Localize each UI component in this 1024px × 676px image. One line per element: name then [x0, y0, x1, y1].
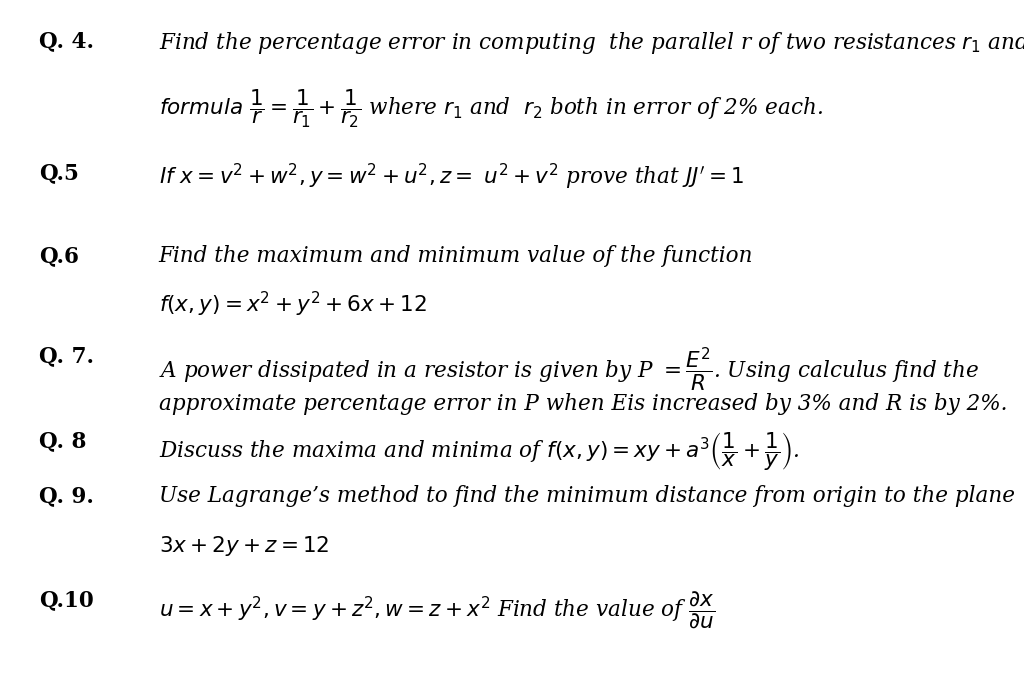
- Text: Discuss the maxima and minima of $f(x, y) = xy + a^3 \left(\dfrac{1}{x}+\dfrac{1: Discuss the maxima and minima of $f(x, y…: [159, 431, 800, 473]
- Text: approximate percentage error in P when Eis increased by 3% and R is by 2%.: approximate percentage error in P when E…: [159, 393, 1008, 416]
- Text: Q. 9.: Q. 9.: [39, 485, 94, 508]
- Text: $3x + 2y + z = 12$: $3x + 2y + z = 12$: [159, 534, 330, 558]
- Text: Q.5: Q.5: [39, 162, 79, 185]
- Text: $u = x + y^2, v = y + z^2, w = z + x^2$ Find the value of $\dfrac{\partial x}{\p: $u = x + y^2, v = y + z^2, w = z + x^2$ …: [159, 589, 715, 631]
- Text: Q.10: Q.10: [39, 589, 93, 612]
- Text: Q.6: Q.6: [39, 245, 79, 267]
- Text: Find the percentage error in computing  the parallel r of two resistances $r_1$ : Find the percentage error in computing t…: [159, 30, 1024, 56]
- Text: Q. 8: Q. 8: [39, 431, 86, 453]
- Text: Q. 4.: Q. 4.: [39, 30, 94, 53]
- Text: $\mathit{If}\ x = v^2 + w^2 , y = w^2 + u^2 , z =\ u^2 + v^2$ prove that $JJ' = : $\mathit{If}\ x = v^2 + w^2 , y = w^2 + …: [159, 162, 743, 193]
- Text: Find the maximum and minimum value of the function: Find the maximum and minimum value of th…: [159, 245, 754, 267]
- Text: Q. 7.: Q. 7.: [39, 345, 94, 367]
- Text: $\mathit{formula}\ \dfrac{1}{r} = \dfrac{1}{r_1} + \dfrac{1}{r_2}$ where $r_1$ a: $\mathit{formula}\ \dfrac{1}{r} = \dfrac…: [159, 88, 823, 130]
- Text: Use Lagrange’s method to find the minimum distance from origin to the plane: Use Lagrange’s method to find the minimu…: [159, 485, 1015, 508]
- Text: A power dissipated in a resistor is given by P $= \dfrac{E^2}{R}$. Using calculu: A power dissipated in a resistor is give…: [159, 345, 979, 393]
- Text: $f(x, y) = x^2 + y^2 + 6x + 12$: $f(x, y) = x^2 + y^2 + 6x + 12$: [159, 289, 427, 318]
